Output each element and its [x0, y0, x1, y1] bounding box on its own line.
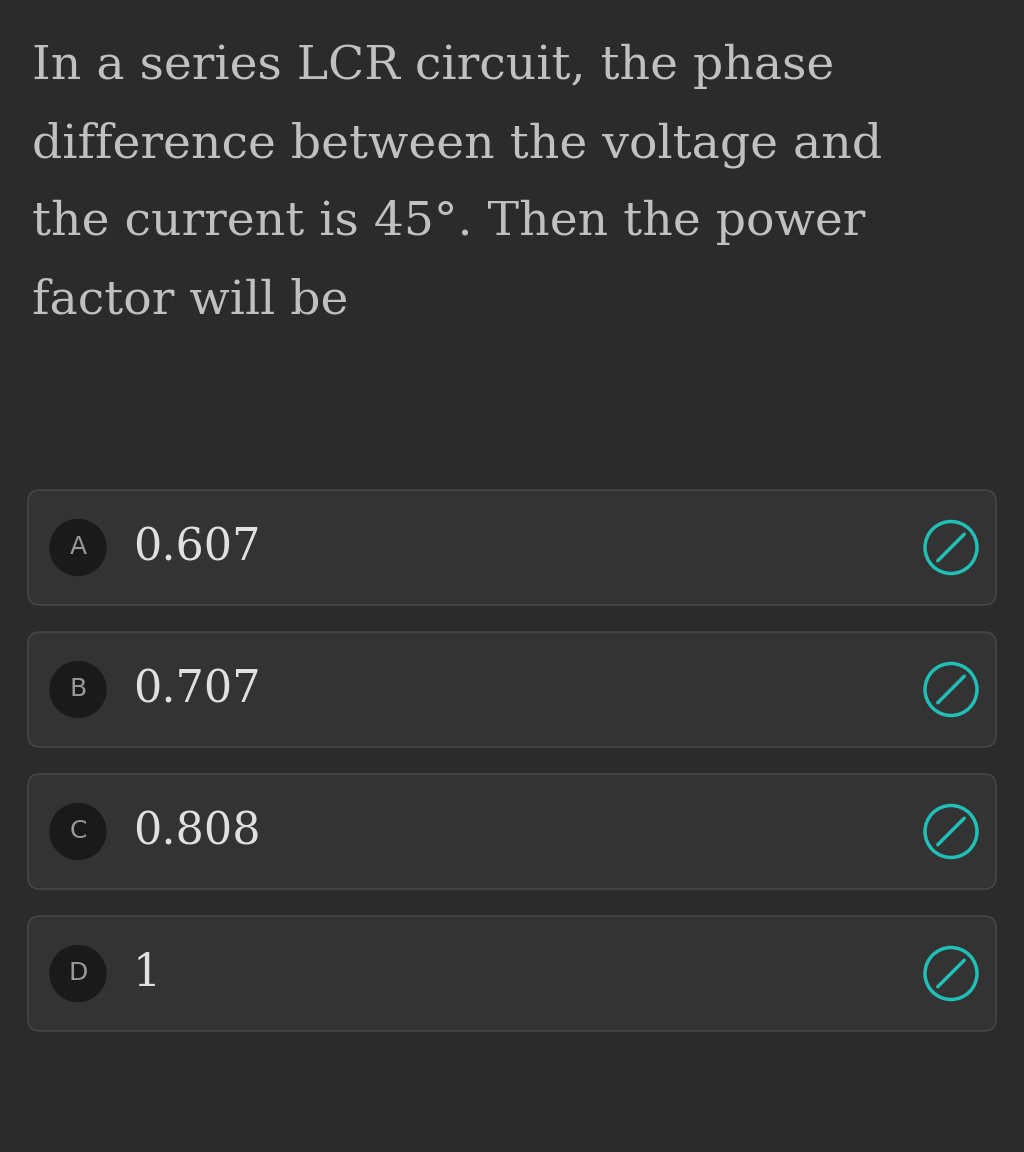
Text: the current is 45°. Then the power: the current is 45°. Then the power	[32, 200, 865, 245]
Text: 0.808: 0.808	[133, 810, 261, 854]
Circle shape	[50, 946, 106, 1001]
Text: factor will be: factor will be	[32, 278, 348, 324]
Circle shape	[50, 661, 106, 718]
Text: 0.707: 0.707	[133, 668, 261, 711]
FancyBboxPatch shape	[28, 774, 996, 889]
Circle shape	[50, 520, 106, 576]
Text: In a series LCR circuit, the phase: In a series LCR circuit, the phase	[32, 44, 835, 89]
Text: B: B	[70, 677, 87, 702]
FancyBboxPatch shape	[28, 916, 996, 1031]
Text: 0.607: 0.607	[133, 526, 260, 569]
Text: D: D	[69, 962, 88, 985]
Circle shape	[50, 803, 106, 859]
Text: A: A	[70, 536, 87, 560]
Text: 1: 1	[133, 952, 161, 995]
Text: C: C	[70, 819, 87, 843]
FancyBboxPatch shape	[28, 490, 996, 605]
Text: difference between the voltage and: difference between the voltage and	[32, 122, 882, 168]
FancyBboxPatch shape	[28, 632, 996, 746]
